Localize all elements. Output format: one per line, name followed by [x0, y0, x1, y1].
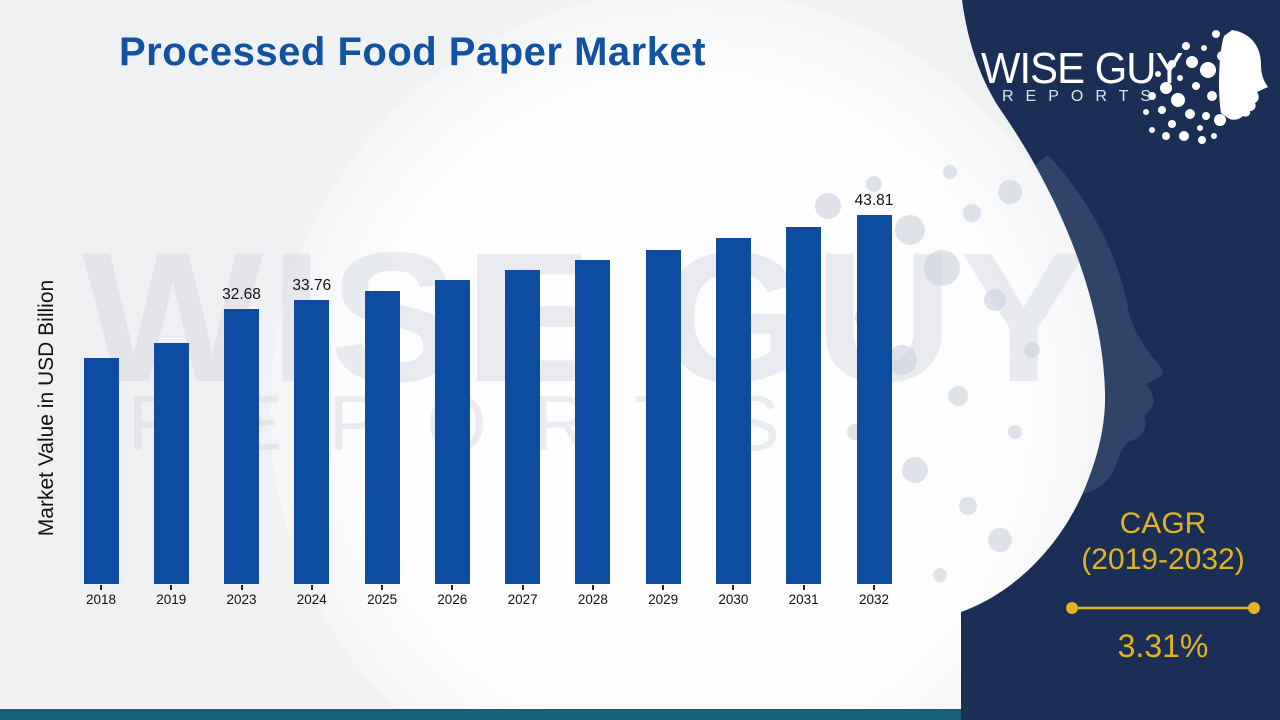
- bar-2018: [83, 358, 119, 584]
- bar-2025: [364, 291, 400, 584]
- x-tick-label-2018: 2018: [85, 592, 117, 607]
- footer-strip: [0, 709, 1280, 720]
- bar-2028: [575, 260, 611, 584]
- bar-2031: [786, 227, 822, 584]
- bar-value-label-2023: 32.68: [222, 286, 261, 303]
- bar-2027: [505, 270, 541, 584]
- bar-2032: [856, 215, 892, 584]
- x-tick-label-2029: 2029: [648, 592, 679, 607]
- page-title: Processed Food Paper Market: [119, 30, 707, 74]
- x-tick-label-2025: 2025: [367, 592, 398, 607]
- x-tick-label-2030: 2030: [718, 592, 749, 607]
- x-axis-tick: [451, 585, 454, 590]
- x-axis-tick: [732, 585, 735, 590]
- x-axis-tick: [100, 585, 102, 590]
- x-axis-tick: [873, 585, 875, 590]
- bar-2023: [224, 309, 259, 584]
- bar-2024: [294, 300, 330, 584]
- x-tick-label-2032: 2032: [858, 592, 890, 607]
- x-axis-tick: [662, 585, 665, 590]
- x-axis-tick: [240, 585, 243, 590]
- x-axis-tick: [802, 585, 805, 590]
- cagr-block: CAGR (2019-2032) 3.31%: [1048, 506, 1278, 664]
- x-axis-tick: [310, 585, 313, 590]
- background-circle: [270, 0, 1110, 720]
- bar-2026: [434, 280, 470, 584]
- bar-2029: [645, 250, 681, 584]
- x-axis-tick: [170, 585, 173, 590]
- x-tick-label-2026: 2026: [437, 592, 468, 607]
- y-axis-label: Market Value in USD Billion: [35, 279, 58, 537]
- logo-tagline: REPORTS: [1002, 88, 1164, 105]
- bar-value-label-2024: 33.76: [292, 277, 332, 294]
- x-tick-label-2024: 2024: [296, 592, 327, 607]
- x-axis-tick: [591, 585, 594, 590]
- cagr-range: (2019-2032): [1081, 543, 1245, 576]
- cagr-value: 3.31%: [1117, 628, 1209, 664]
- cagr-heading: CAGR: [1119, 507, 1207, 540]
- cagr-divider-line: [1066, 602, 1260, 614]
- logo-face-icon: [1143, 30, 1268, 144]
- bar-2030: [715, 238, 751, 584]
- logo-wordmark: WISE GUY: [981, 44, 1183, 93]
- x-tick-label-2028: 2028: [577, 592, 608, 607]
- x-tick-label-2019: 2019: [156, 592, 187, 607]
- x-axis-tick: [381, 585, 384, 590]
- x-axis-tick: [521, 585, 524, 590]
- x-tick-label-2031: 2031: [788, 592, 819, 607]
- bar-value-label-2032: 43.81: [854, 192, 894, 209]
- bar-2019: [153, 343, 189, 584]
- x-tick-label-2027: 2027: [507, 592, 538, 607]
- x-tick-label-2023: 2023: [226, 592, 257, 607]
